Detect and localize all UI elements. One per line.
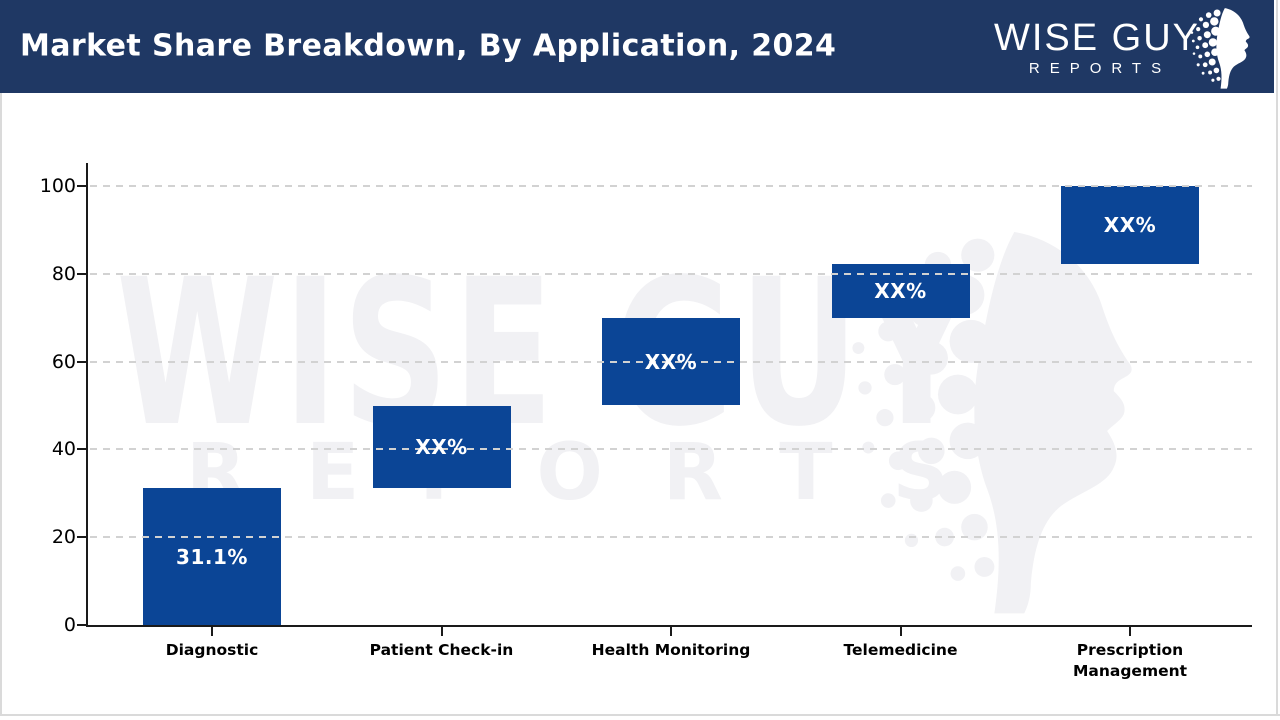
logo-wiseguy-label: WISE GUY bbox=[993, 17, 1200, 60]
logo-text: WISE GUY REPORTS bbox=[993, 17, 1200, 77]
x-axis-category-label: Patient Check-in bbox=[369, 641, 514, 659]
bar-value-label: 31.1% bbox=[176, 544, 248, 569]
y-axis-tick-label: 40 bbox=[51, 438, 76, 461]
y-tick-mark bbox=[77, 360, 86, 363]
y-tick-mark bbox=[77, 624, 86, 626]
bar-patient-check-in bbox=[372, 405, 511, 489]
y-axis-spine bbox=[86, 163, 88, 627]
x-tick-mark bbox=[440, 627, 443, 636]
bar-value-label: XX% bbox=[415, 434, 468, 459]
x-axis-category-label: Prescription Management bbox=[1072, 641, 1188, 680]
x-tick-mark bbox=[1129, 627, 1131, 636]
header-bar: Market Share Breakdown, By Application, … bbox=[0, 0, 1274, 93]
gridline-100 bbox=[90, 185, 1252, 187]
gridline-60 bbox=[90, 360, 1252, 363]
bar-value-label: XX% bbox=[874, 278, 927, 303]
y-tick-mark bbox=[77, 448, 86, 451]
y-tick-mark bbox=[77, 185, 86, 187]
y-axis-tick-label: 100 bbox=[39, 175, 76, 197]
y-axis-tick-label: 20 bbox=[51, 526, 76, 549]
gridline-80 bbox=[90, 272, 1252, 275]
x-axis-spine bbox=[86, 625, 1252, 627]
frame-right-hairline bbox=[1276, 0, 1278, 716]
gridline-40 bbox=[90, 448, 1252, 451]
y-axis-tick-label: 60 bbox=[51, 350, 76, 373]
x-axis-category-label: Telemedicine bbox=[843, 641, 958, 659]
bar-diagnostic bbox=[143, 488, 281, 625]
chart-title: Market Share Breakdown, By Application, … bbox=[20, 28, 837, 64]
bar-telemedicine bbox=[831, 263, 970, 318]
watermark-reports-text: REPORTS bbox=[186, 428, 1009, 518]
x-axis-category-label: Health Monitoring bbox=[591, 641, 751, 659]
x-axis-category-label: Diagnostic bbox=[165, 641, 259, 659]
watermark-wiseguy-text: WISE GUY bbox=[116, 235, 975, 471]
bar-prescription-management bbox=[1061, 186, 1199, 264]
bar-value-label: XX% bbox=[1103, 212, 1157, 237]
y-tick-mark bbox=[77, 536, 86, 539]
frame-bottom-hairline bbox=[0, 714, 1280, 716]
y-tick-mark bbox=[77, 272, 86, 275]
x-tick-mark bbox=[670, 627, 672, 636]
wise-guy-reports-logo: WISE GUY REPORTS bbox=[994, 6, 1260, 90]
bar-value-label: XX% bbox=[644, 349, 698, 374]
y-axis-tick-label: 80 bbox=[51, 262, 76, 285]
y-axis-tick-label: 0 bbox=[63, 614, 76, 636]
logo-reports-label: REPORTS bbox=[1028, 59, 1172, 77]
frame-left-hairline bbox=[0, 93, 2, 716]
gridline-20 bbox=[90, 536, 1252, 539]
x-tick-mark bbox=[899, 627, 902, 636]
x-tick-mark bbox=[211, 627, 213, 636]
